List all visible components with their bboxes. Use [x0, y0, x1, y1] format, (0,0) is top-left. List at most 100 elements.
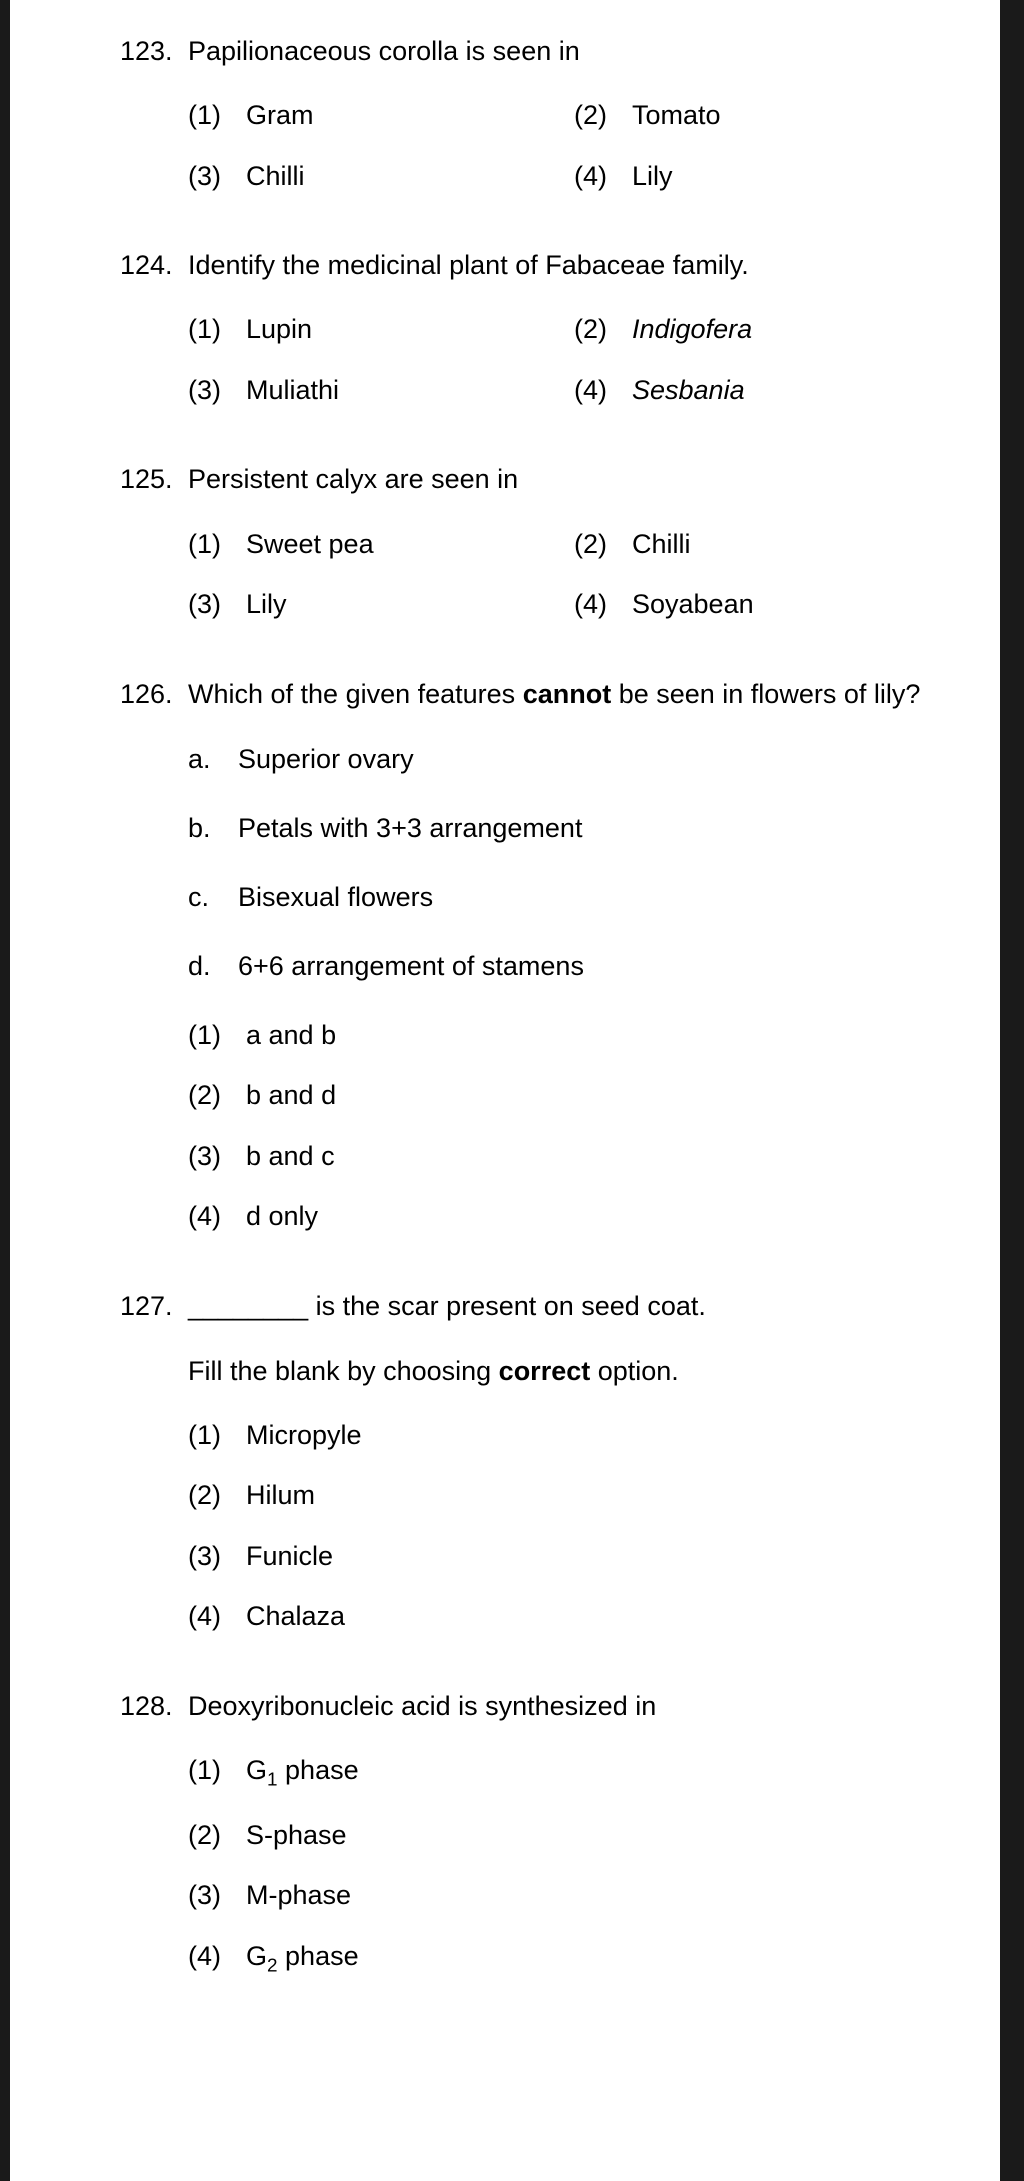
question: 123.Papilionaceous corolla is seen in (1)…	[120, 30, 960, 216]
question-number: 125.	[120, 458, 188, 501]
option[interactable]: (3)Chilli	[188, 156, 574, 197]
option-marker: (4)	[188, 1596, 246, 1637]
option[interactable]: (3)b and c	[188, 1136, 960, 1177]
option-marker: (4)	[188, 1936, 246, 1977]
option[interactable]: (2)Hilum	[188, 1475, 960, 1516]
option-text: Chilli	[632, 524, 960, 565]
option-text: Chilli	[246, 156, 574, 197]
option-text: Hilum	[246, 1475, 960, 1516]
option-text: Tomato	[632, 95, 960, 136]
option-text: Muliathi	[246, 370, 574, 411]
option-text: Indigofera	[632, 309, 960, 350]
question-number: 123.	[120, 30, 188, 73]
option[interactable]: (1)G1 phase	[188, 1750, 960, 1795]
question-number: 126.	[120, 673, 188, 716]
option[interactable]: (4)Lily	[574, 156, 960, 197]
option-text: G1 phase	[246, 1750, 960, 1795]
option-marker: (1)	[188, 524, 246, 565]
option-text: Lupin	[246, 309, 574, 350]
option-marker: (3)	[188, 1875, 246, 1916]
option[interactable]: (1)a and b	[188, 1015, 960, 1056]
option[interactable]: (3)M-phase	[188, 1875, 960, 1916]
option-text: Funicle	[246, 1536, 960, 1577]
option-marker: (1)	[188, 95, 246, 136]
option[interactable]: (4)Sesbania	[574, 370, 960, 411]
option[interactable]: (1)Gram	[188, 95, 574, 136]
sub-text: Bisexual flowers	[238, 876, 433, 919]
option-text: Micropyle	[246, 1415, 960, 1456]
option-text: Lily	[246, 584, 574, 625]
question: 126.Which of the given features cannot b…	[120, 673, 960, 1257]
question-stem: 125.Persistent calyx are seen in	[120, 458, 960, 501]
option-marker: (2)	[574, 95, 632, 136]
sub-text: Petals with 3+3 arrangement	[238, 807, 582, 850]
option-marker: (4)	[574, 156, 632, 197]
option-text: b and c	[246, 1136, 960, 1177]
options-grid: (1)Micropyle(2)Hilum(3)Funicle(4)Chalaza	[120, 1415, 960, 1657]
sub-list: a.Superior ovaryb.Petals with 3+3 arrang…	[120, 738, 960, 989]
options-grid: (1)Sweet pea(2)Chilli(3)Lily(4)Soyabean	[120, 524, 960, 645]
option-marker: (4)	[188, 1196, 246, 1237]
option[interactable]: (4)Chalaza	[188, 1596, 960, 1637]
option[interactable]: (2)b and d	[188, 1075, 960, 1116]
instruction: Fill the blank by choosing correct optio…	[120, 1350, 960, 1393]
option[interactable]: (2)Tomato	[574, 95, 960, 136]
option[interactable]: (4)d only	[188, 1196, 960, 1237]
sub-marker: d.	[188, 945, 238, 988]
option[interactable]: (3)Funicle	[188, 1536, 960, 1577]
option-text: b and d	[246, 1075, 960, 1116]
option-marker: (3)	[188, 156, 246, 197]
question: 124.Identify the medicinal plant of Faba…	[120, 244, 960, 430]
question-number: 127.	[120, 1285, 188, 1328]
option[interactable]: (2)S-phase	[188, 1815, 960, 1856]
option-marker: (3)	[188, 370, 246, 411]
option[interactable]: (1)Micropyle	[188, 1415, 960, 1456]
option-marker: (2)	[574, 524, 632, 565]
question-text: Deoxyribonucleic acid is synthesized in	[188, 1685, 960, 1728]
option-marker: (3)	[188, 1536, 246, 1577]
option-marker: (2)	[188, 1075, 246, 1116]
option-text: Soyabean	[632, 584, 960, 625]
option-marker: (2)	[188, 1815, 246, 1856]
sub-item: c.Bisexual flowers	[188, 876, 960, 919]
option-text: d only	[246, 1196, 960, 1237]
option-marker: (3)	[188, 584, 246, 625]
option-marker: (1)	[188, 1415, 246, 1456]
sub-marker: c.	[188, 876, 238, 919]
question-text: Identify the medicinal plant of Fabaceae…	[188, 244, 960, 287]
exam-page: 123.Papilionaceous corolla is seen in (1)…	[10, 0, 1000, 2181]
question-text: Persistent calyx are seen in	[188, 458, 960, 501]
option-marker: (4)	[574, 584, 632, 625]
option-text: S-phase	[246, 1815, 960, 1856]
sub-text: Superior ovary	[238, 738, 414, 781]
question-stem: 127.________ is the scar present on seed…	[120, 1285, 960, 1328]
question-stem: 124.Identify the medicinal plant of Faba…	[120, 244, 960, 287]
option[interactable]: (4)Soyabean	[574, 584, 960, 625]
options-grid: (1)Lupin(2)Indigofera(3)Muliathi(4)Sesba…	[120, 309, 960, 430]
option-text: Chalaza	[246, 1596, 960, 1637]
option-marker: (2)	[188, 1475, 246, 1516]
sub-item: d.6+6 arrangement of stamens	[188, 945, 960, 988]
option-marker: (2)	[574, 309, 632, 350]
option[interactable]: (1)Lupin	[188, 309, 574, 350]
option[interactable]: (1)Sweet pea	[188, 524, 574, 565]
question: 125.Persistent calyx are seen in (1)Sweet…	[120, 458, 960, 644]
option[interactable]: (3)Muliathi	[188, 370, 574, 411]
option[interactable]: (2)Indigofera	[574, 309, 960, 350]
option-marker: (4)	[574, 370, 632, 411]
option-marker: (1)	[188, 1750, 246, 1791]
option[interactable]: (2)Chilli	[574, 524, 960, 565]
option[interactable]: (3)Lily	[188, 584, 574, 625]
option-text: G2 phase	[246, 1936, 960, 1981]
option-text: Sweet pea	[246, 524, 574, 565]
option[interactable]: (4)G2 phase	[188, 1936, 960, 1981]
sub-item: b.Petals with 3+3 arrangement	[188, 807, 960, 850]
question-number: 124.	[120, 244, 188, 287]
options-grid: (1)Gram(2)Tomato(3)Chilli(4)Lily	[120, 95, 960, 216]
question-text: Papilionaceous corolla is seen in	[188, 30, 960, 73]
option-text: M-phase	[246, 1875, 960, 1916]
option-text: Sesbania	[632, 370, 960, 411]
question: 127.________ is the scar present on seed…	[120, 1285, 960, 1657]
question-stem: 126.Which of the given features cannot b…	[120, 673, 960, 716]
option-text: a and b	[246, 1015, 960, 1056]
